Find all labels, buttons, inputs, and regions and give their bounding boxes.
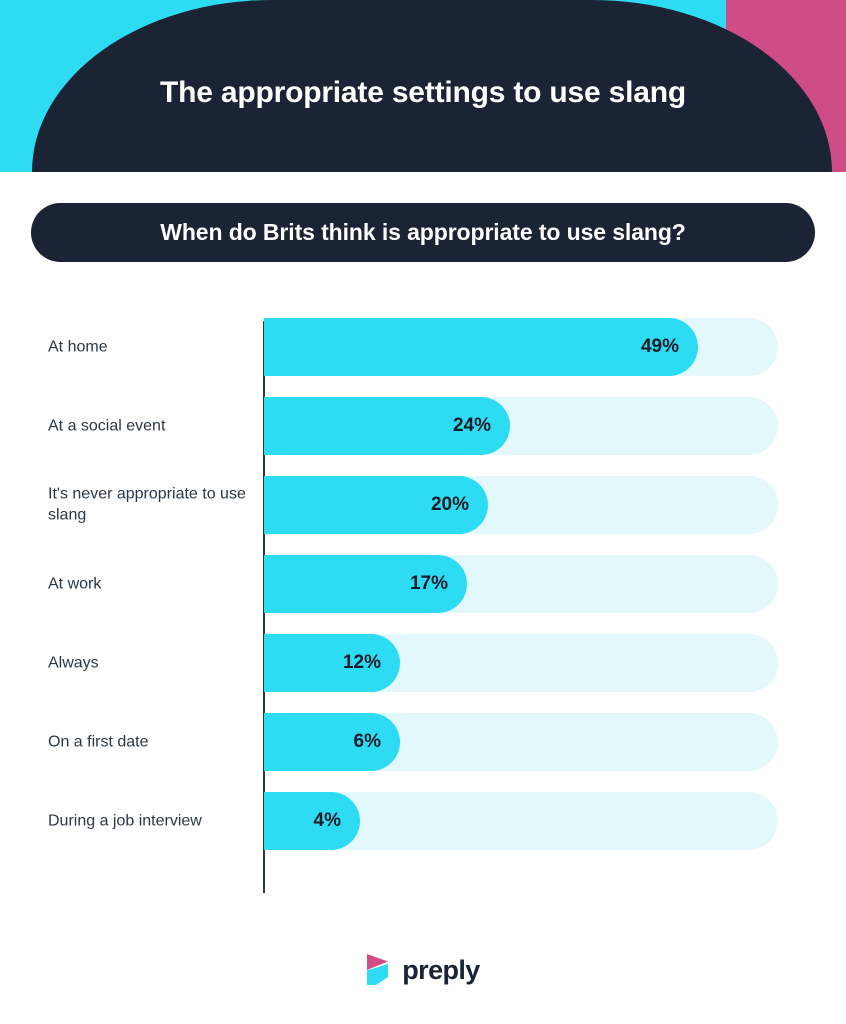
bar-track: 20% [264, 476, 778, 534]
bar-fill: 17% [264, 555, 467, 613]
bar-fill: 12% [264, 634, 400, 692]
preply-logo-icon [367, 954, 389, 985]
bar-value-label: 24% [452, 415, 491, 436]
bar-track: 4% [264, 792, 778, 850]
bar-value-label: 4% [313, 810, 341, 831]
bar-track: 17% [264, 555, 778, 613]
bar-category-label: It's never appropriate to use slang [48, 485, 246, 524]
bar-track: 24% [264, 397, 778, 455]
bar-category-label: At a social event [48, 417, 166, 435]
chart-row: Always 12% [0, 634, 846, 692]
bar-track: 6% [264, 713, 778, 771]
footer-branding: preply [0, 940, 846, 1000]
bar-fill: 6% [264, 713, 400, 771]
subtitle-text: When do Brits think is appropriate to us… [160, 219, 686, 245]
page-title: The appropriate settings to use slang [159, 76, 687, 109]
bar-category-label: On a first date [48, 733, 149, 751]
bar-fill: 4% [264, 792, 360, 850]
chart-row: During a job interview 4% [0, 792, 846, 850]
subtitle-banner: When do Brits think is appropriate to us… [31, 203, 815, 262]
bar-category-label: At home [48, 338, 108, 356]
chart-row: At home 49% [0, 318, 846, 376]
chart-row: At a social event 24% [0, 397, 846, 455]
bar-category-label: During a job interview [48, 812, 202, 830]
chart-rows: At home 49% At a social event 24% It's never… [0, 318, 846, 898]
bar-fill: 20% [264, 476, 488, 534]
bar-category-label: At work [48, 575, 102, 593]
bar-value-label: 49% [640, 336, 679, 357]
bar-value-label: 6% [353, 731, 381, 752]
bar-category-label: Always [48, 654, 99, 672]
bar-fill: 24% [264, 397, 510, 455]
chart-row: It's never appropriate to use slang 20% [0, 476, 846, 534]
bar-track: 49% [264, 318, 778, 376]
bar-fill: 49% [264, 318, 698, 376]
bar-value-label: 20% [430, 494, 469, 515]
header-banner: The appropriate settings to use slang [0, 0, 846, 172]
bar-track: 12% [264, 634, 778, 692]
bar-chart: At home 49% At a social event 24% It's never… [0, 318, 846, 898]
bar-value-label: 17% [409, 573, 448, 594]
header-dark-panel [32, 0, 832, 172]
chart-row: On a first date 6% [0, 713, 846, 771]
chart-row: At work 17% [0, 555, 846, 613]
preply-wordmark: preply [402, 954, 480, 985]
bar-value-label: 12% [342, 652, 381, 673]
